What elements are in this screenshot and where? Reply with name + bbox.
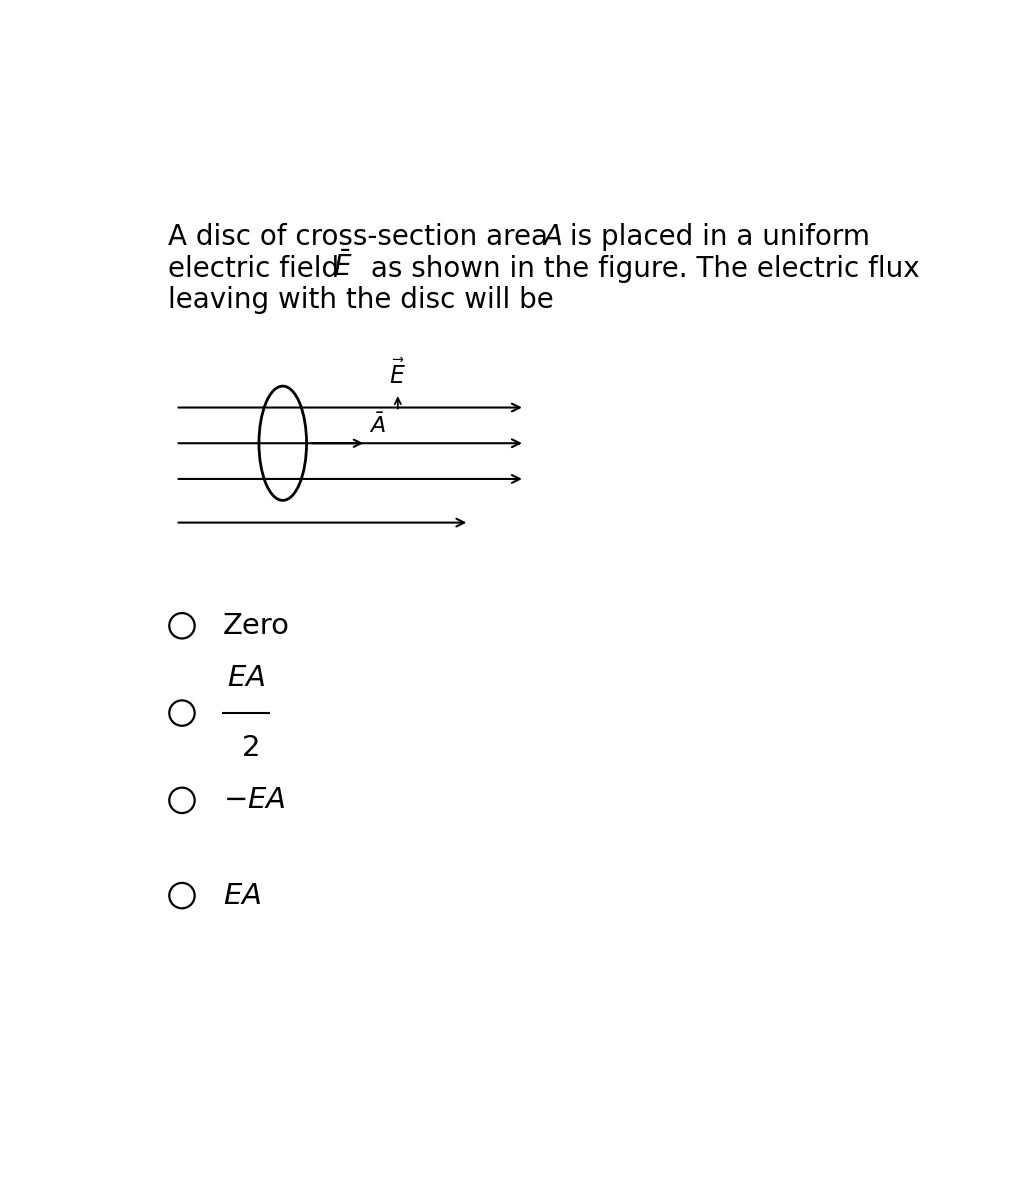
Text: $\vec{E}$: $\vec{E}$ — [389, 360, 407, 390]
Text: $-EA$: $-EA$ — [223, 787, 286, 814]
Text: $\bar{A}$: $\bar{A}$ — [370, 412, 386, 437]
Text: A disc of cross-section area: A disc of cross-section area — [168, 223, 557, 250]
Text: $2$: $2$ — [241, 734, 258, 763]
Text: A: A — [543, 223, 562, 250]
Text: is placed in a uniform: is placed in a uniform — [560, 223, 869, 250]
Text: leaving with the disc will be: leaving with the disc will be — [168, 286, 553, 315]
Text: $EA$: $EA$ — [223, 882, 261, 909]
Text: $EA$: $EA$ — [227, 664, 265, 691]
Text: $\bar{E}$: $\bar{E}$ — [333, 252, 352, 281]
Text: electric field: electric field — [168, 255, 348, 283]
Text: as shown in the figure. The electric flux: as shown in the figure. The electric flu… — [362, 255, 920, 283]
Text: Zero: Zero — [223, 611, 290, 640]
